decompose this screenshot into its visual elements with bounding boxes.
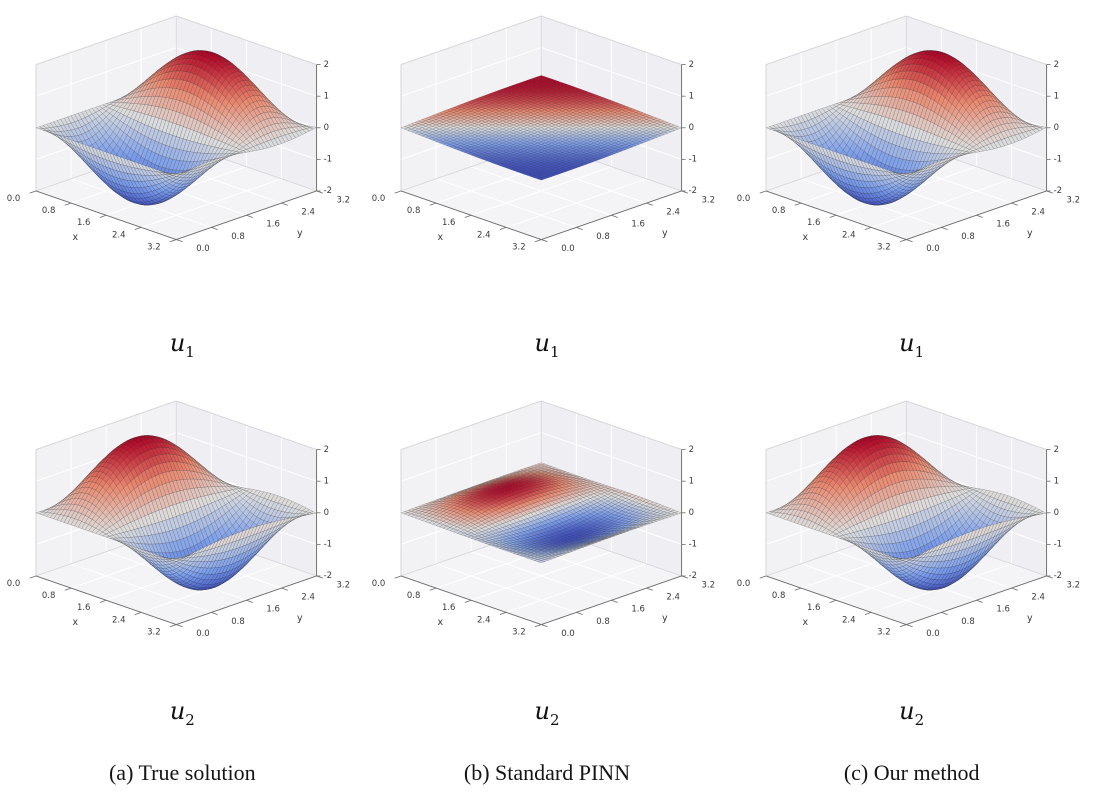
- plot-title-ours-u2: u2: [899, 697, 924, 729]
- surface-plot-ours-u2: [731, 389, 1092, 689]
- caption-true-solution: (a) True solution: [108, 759, 256, 785]
- surface-plot-true-u2: [2, 389, 363, 689]
- caption-our-method: (c) Our method: [843, 759, 980, 785]
- title-sub: 1: [549, 342, 560, 361]
- title-base: u: [534, 329, 550, 358]
- surface-plot-pinn-u2: [366, 389, 727, 689]
- plot-title-ours-u1: u1: [899, 329, 924, 361]
- plot-title-pinn-u1: u1: [534, 329, 559, 361]
- title-base: u: [899, 329, 915, 358]
- surface-plot-pinn-u1: [366, 4, 727, 304]
- plot-title-pinn-u2: u2: [534, 697, 559, 729]
- title-sub: 1: [185, 342, 195, 361]
- title-sub: 1: [914, 342, 925, 361]
- title-base: u: [534, 696, 550, 725]
- plot-title-true-u1: u1: [170, 329, 195, 361]
- title-base: u: [169, 696, 186, 725]
- title-base: u: [169, 329, 186, 358]
- plot-title-true-u2: u2: [170, 697, 195, 729]
- title-sub: 2: [549, 710, 560, 729]
- surface-plot-true-u1: [2, 4, 363, 304]
- title-sub: 2: [185, 710, 195, 729]
- title-sub: 2: [914, 710, 925, 729]
- surface-plot-ours-u1: [731, 4, 1092, 304]
- title-base: u: [899, 696, 915, 725]
- caption-standard-pinn: (b) Standard PINN: [463, 759, 631, 785]
